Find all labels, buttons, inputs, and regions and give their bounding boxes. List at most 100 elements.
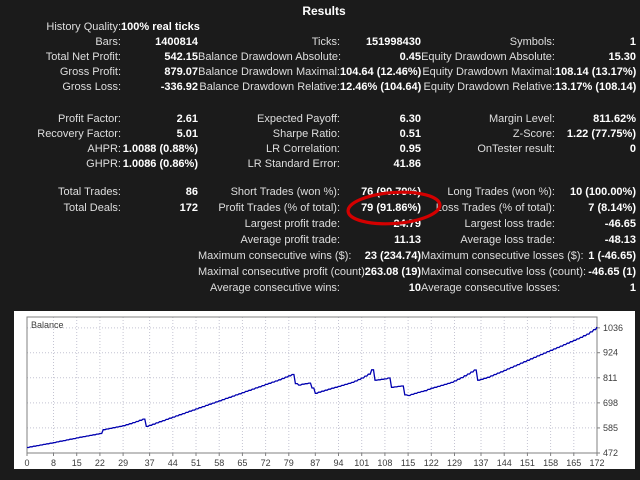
x-tick-label: 87 <box>310 458 320 468</box>
stat-value <box>121 280 198 296</box>
stat-value: 263.08 (19) <box>364 266 421 278</box>
trade-stats-block: Total Trades: 86 Short Trades (won %): 76 (… <box>2 184 638 296</box>
stat-label: Ticks: <box>311 36 340 48</box>
x-tick-label: 108 <box>377 458 392 468</box>
ratio-stats-block: Profit Factor: 2.61 Expected Payoff: 6.30 Ma… <box>2 112 638 172</box>
stat-value: 10 (100.00%) <box>569 186 636 198</box>
stat-value: 10 <box>408 282 421 294</box>
x-tick-label: 94 <box>334 458 344 468</box>
stat-label: Largest profit trade: <box>244 218 340 230</box>
stat-label: Profit Trades (% of total): <box>218 202 340 214</box>
stat-label: Sharpe Ratio: <box>272 128 340 140</box>
stat-value: -336.92 <box>160 81 198 93</box>
x-tick-label: 158 <box>543 458 558 468</box>
stat-label: Maximum consecutive losses ($): <box>421 250 584 262</box>
stat-value: 104.64 (12.46%) <box>340 66 422 78</box>
stat-label <box>2 216 121 232</box>
stat-value: -46.65 <box>604 218 636 230</box>
stat-label: Total Trades: <box>58 186 121 198</box>
stat-row: Recovery Factor: 5.01 Sharpe Ratio: 0.51 Z-S… <box>2 127 638 142</box>
stat-label: Short Trades (won %): <box>230 186 340 198</box>
stat-row: Gross Loss: -336.92 Balance Drawdown Relat… <box>2 80 638 95</box>
stat-label: Long Trades (won %): <box>447 186 555 198</box>
x-tick-label: 37 <box>145 458 155 468</box>
stat-value: 13.17% (108.14) <box>555 81 637 93</box>
stat-value <box>555 20 636 35</box>
page-title: Results <box>302 4 346 18</box>
x-tick-label: 15 <box>72 458 82 468</box>
stat-value: 41.86 <box>393 158 421 170</box>
stat-value: -46.65 (1) <box>588 266 636 278</box>
stat-label: Equity Drawdown Relative: <box>423 81 555 93</box>
stat-label: Maximum consecutive wins ($): <box>198 250 352 262</box>
stat-row: GHPR: 1.0086 (0.86%) LR Standard Error: 41.… <box>2 157 638 172</box>
stat-label: Average consecutive losses: <box>421 282 561 294</box>
stat-value: 15.30 <box>608 51 636 63</box>
x-tick-label: 29 <box>118 458 128 468</box>
stat-label: Average profit trade: <box>240 234 340 246</box>
stat-row: History Quality: 100% real ticks <box>2 20 638 35</box>
stat-value: 23 (234.74) <box>364 250 421 262</box>
stat-row: Maximal consecutive profit (count): 263.0… <box>2 264 638 280</box>
stat-label: Balance Drawdown Maximal: <box>198 66 340 78</box>
stat-value: 172 <box>179 202 198 214</box>
stat-label: LR Correlation: <box>266 143 340 155</box>
stat-value: 2.61 <box>176 113 198 125</box>
stat-value: 6.30 <box>399 113 421 125</box>
y-tick-label: 924 <box>603 348 618 358</box>
stat-label: AHPR: <box>87 143 121 155</box>
stat-value: 7 (8.14%) <box>588 202 636 214</box>
legend-balance-label: Balance <box>31 320 64 330</box>
stat-value: 5.01 <box>176 128 198 140</box>
stat-label: Z-Score: <box>512 128 555 140</box>
stat-value: 11.13 <box>394 234 421 246</box>
stat-label: Average consecutive wins: <box>209 282 340 294</box>
balance-chart-svg: 0 8 15 22 29 37 44 51 58 65 72 79 87 94 101 108 115 122 12… <box>24 316 623 468</box>
stat-value <box>121 264 198 280</box>
stat-label <box>2 264 121 280</box>
stat-value: -48.13 <box>604 234 636 246</box>
balance-chart: 0 8 15 22 29 37 44 51 58 65 72 79 87 94 101 108 115 122 12… <box>14 311 635 469</box>
x-tick-label: 72 <box>261 458 271 468</box>
stat-label: Equity Drawdown Maximal: <box>422 66 555 78</box>
stat-value: 0.45 <box>399 51 421 63</box>
x-tick-label: 137 <box>473 458 488 468</box>
stat-label: Maximal consecutive loss (count): <box>421 266 587 278</box>
stat-label <box>421 157 555 172</box>
stat-label: Maximal consecutive profit (count): <box>198 266 368 278</box>
stat-label: Profit Factor: <box>58 113 121 125</box>
x-tick-label: 165 <box>566 458 581 468</box>
stat-label <box>2 280 121 296</box>
stat-value: 0 <box>629 143 636 155</box>
stat-label <box>2 248 121 264</box>
stat-row: Total Trades: 86 Short Trades (won %): 76 (… <box>2 184 638 200</box>
stat-label: OnTester result: <box>477 143 555 155</box>
x-tick-label: 65 <box>237 458 247 468</box>
x-tick-label: 115 <box>401 458 415 468</box>
stat-value: 24.79 <box>393 218 421 230</box>
stat-value: 0.51 <box>399 128 421 140</box>
stat-label: GHPR: <box>86 158 121 170</box>
stat-row: Maximum consecutive wins ($): 23 (234.74)… <box>2 248 638 264</box>
y-tick-label: 585 <box>603 423 618 433</box>
stat-value: 12.46% (104.64) <box>340 81 422 93</box>
stat-label <box>198 20 340 35</box>
stat-value <box>340 20 421 35</box>
stat-value <box>555 157 636 172</box>
stat-value: 100% real ticks <box>121 21 200 33</box>
stat-label: Expected Payoff: <box>257 113 340 125</box>
stat-value: 1.0086 (0.86%) <box>122 158 198 170</box>
stat-row: Average profit trade: 11.13 Average loss t… <box>2 232 638 248</box>
stat-value: 0.95 <box>399 143 421 155</box>
stat-label: Total Deals: <box>63 202 121 214</box>
stat-label: Recovery Factor: <box>37 128 121 140</box>
stat-value: 108.14 (13.17%) <box>555 66 637 78</box>
stat-label: History Quality: <box>46 21 121 33</box>
stat-row: Largest profit trade: 24.79 Largest loss t… <box>2 216 638 232</box>
stat-value: 1 (-46.65) <box>588 250 636 262</box>
stat-label: Largest loss trade: <box>464 218 556 230</box>
plot-frame <box>26 316 598 454</box>
stat-value: 76 (90.79%) <box>361 186 421 198</box>
stat-row: Total Net Profit: 542.15 Balance Drawdown … <box>2 50 638 65</box>
x-tick-label: 129 <box>447 458 462 468</box>
